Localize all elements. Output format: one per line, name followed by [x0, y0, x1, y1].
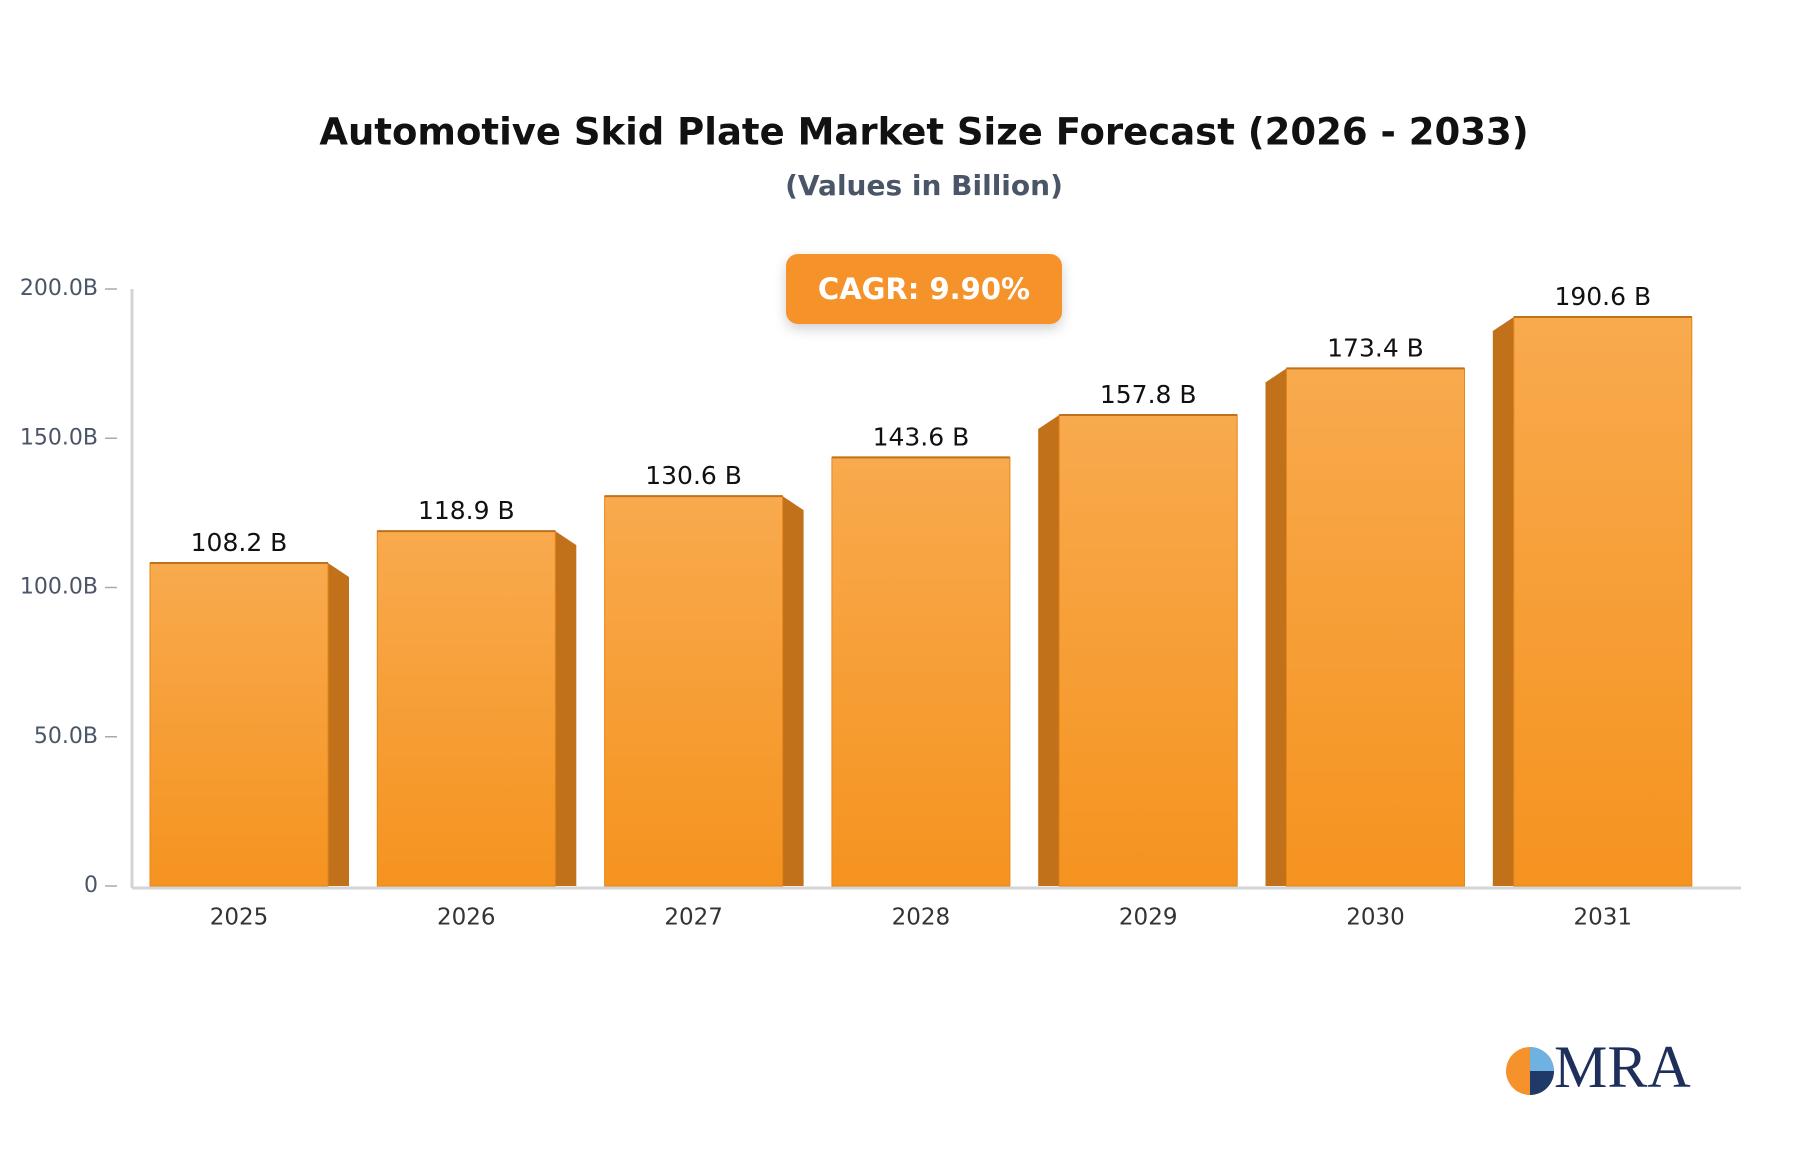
y-tick-label: 0 [84, 873, 98, 898]
y-tick-label: 150.0B [20, 425, 98, 450]
chart-subtitle: (Values in Billion) [785, 169, 1063, 202]
value-label: 173.4 B [1327, 333, 1424, 362]
cagr-badge: CAGR: 9.90% [786, 254, 1062, 324]
x-tick-label: 2030 [1346, 905, 1405, 931]
y-tick-label: 100.0B [20, 575, 98, 600]
x-tick-label: 2028 [892, 905, 951, 931]
x-tick-label: 2029 [1119, 905, 1178, 931]
bar [604, 495, 784, 887]
logo-slice [1530, 1071, 1554, 1095]
bar [1513, 316, 1693, 887]
value-label: 118.9 B [418, 496, 515, 525]
value-label: 190.6 B [1554, 282, 1651, 311]
bar [1058, 414, 1238, 887]
bar-side [1038, 414, 1060, 886]
bar-side [328, 563, 349, 886]
bar [149, 562, 329, 887]
x-tick-label: 2031 [1574, 905, 1633, 931]
bar-side [1265, 368, 1287, 886]
chart-title: Automotive Skid Plate Market Size Foreca… [319, 111, 1528, 154]
x-tick-label: 2026 [437, 905, 496, 931]
y-tick-label: 50.0B [34, 724, 98, 749]
cagr-text: CAGR: 9.90% [818, 272, 1030, 306]
badge-bg [786, 254, 1062, 324]
value-label: 143.6 B [873, 422, 970, 451]
x-tick-label: 2025 [210, 905, 269, 931]
logo: MRA [1506, 1034, 1691, 1100]
bar [1286, 367, 1465, 887]
value-label: 157.8 B [1100, 380, 1197, 409]
bar [831, 456, 1011, 887]
bar [376, 530, 556, 887]
value-label: 108.2 B [191, 528, 288, 557]
logo-text: MRA [1554, 1034, 1691, 1100]
x-tick-label: 2027 [664, 905, 723, 931]
bar-side [555, 531, 577, 886]
bar-side [782, 496, 804, 886]
logo-slice [1530, 1047, 1554, 1071]
y-tick-label: 200.0B [20, 276, 98, 301]
bar-side [1492, 317, 1514, 887]
value-label: 130.6 B [645, 461, 742, 490]
